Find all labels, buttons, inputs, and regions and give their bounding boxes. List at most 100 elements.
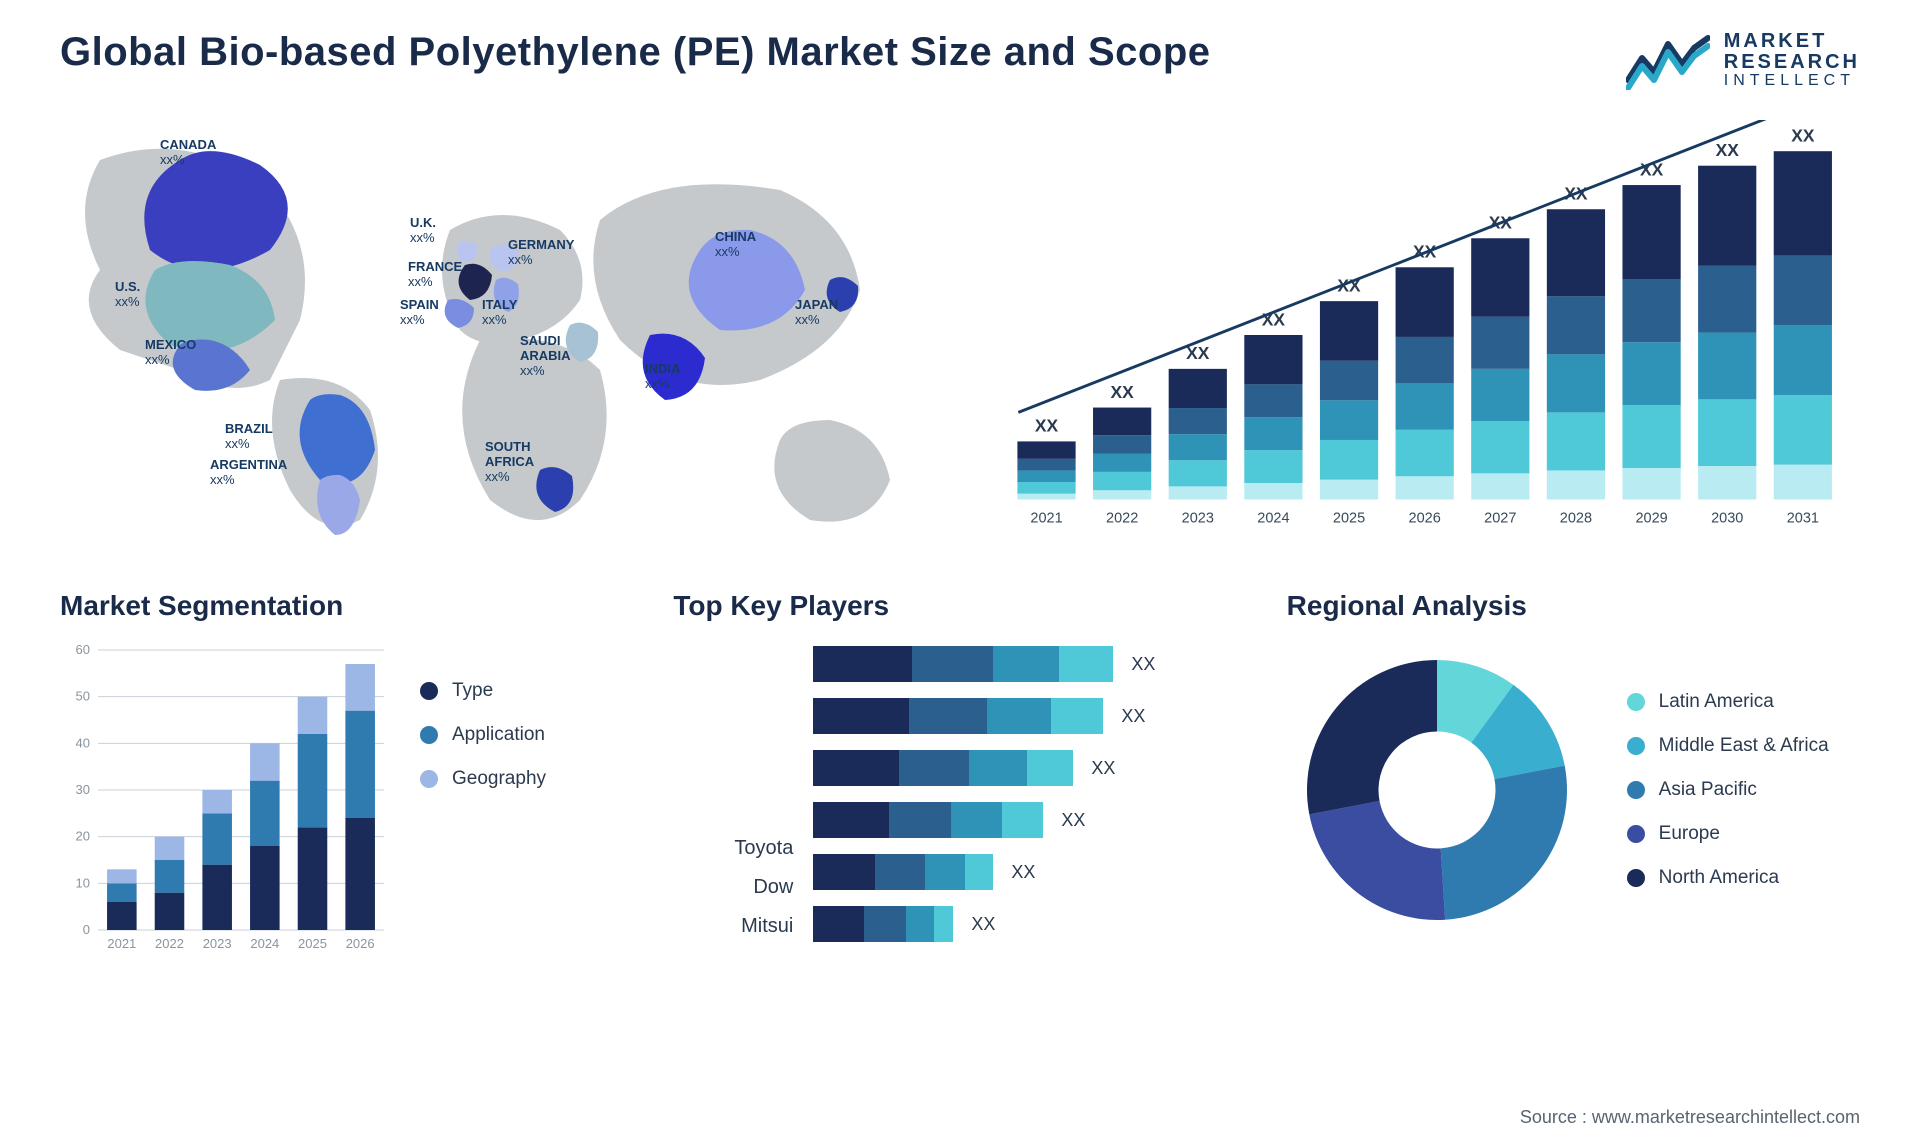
logo-text-3: INTELLECT bbox=[1724, 73, 1860, 90]
svg-text:2026: 2026 bbox=[1409, 511, 1441, 527]
legend-swatch-icon bbox=[1627, 869, 1645, 887]
map-label: JAPANxx% bbox=[795, 298, 838, 328]
map-label: ARGENTINAxx% bbox=[210, 458, 287, 488]
svg-text:40: 40 bbox=[76, 735, 90, 750]
svg-text:20: 20 bbox=[76, 829, 90, 844]
segmentation-legend: Type Application Geography bbox=[420, 640, 546, 790]
player-bar bbox=[813, 906, 953, 942]
svg-text:50: 50 bbox=[76, 689, 90, 704]
svg-text:30: 30 bbox=[76, 782, 90, 797]
legend-swatch-icon bbox=[1627, 781, 1645, 799]
map-label: FRANCExx% bbox=[408, 260, 462, 290]
player-bar-row: XX bbox=[813, 906, 1246, 942]
regional-legend: Latin America Middle East & Africa Asia Pa… bbox=[1627, 691, 1829, 889]
map-label: GERMANYxx% bbox=[508, 238, 574, 268]
legend-label: North America bbox=[1659, 867, 1779, 889]
svg-text:2027: 2027 bbox=[1484, 511, 1516, 527]
player-name: Dow bbox=[673, 876, 793, 899]
map-label: SPAINxx% bbox=[400, 298, 439, 328]
market-growth-chart: XX2021XX2022XX2023XX2024XX2025XX2026XX20… bbox=[970, 120, 1860, 550]
map-label: CHINAxx% bbox=[715, 230, 756, 260]
world-map: CANADAxx% U.S.xx% MEXICOxx% BRAZILxx% ARGENT… bbox=[60, 120, 930, 550]
svg-text:10: 10 bbox=[76, 875, 90, 890]
player-bar-value: XX bbox=[971, 914, 995, 935]
svg-text:2030: 2030 bbox=[1711, 511, 1743, 527]
legend-swatch-icon bbox=[1627, 825, 1645, 843]
map-label: CANADAxx% bbox=[160, 138, 216, 168]
svg-text:XX: XX bbox=[1791, 126, 1815, 146]
legend-item: North America bbox=[1627, 867, 1829, 889]
legend-item: Europe bbox=[1627, 823, 1829, 845]
brand-logo: MARKET RESEARCH INTELLECT bbox=[1626, 30, 1860, 90]
svg-text:2028: 2028 bbox=[1560, 511, 1592, 527]
legend-swatch-icon bbox=[1627, 737, 1645, 755]
svg-text:2029: 2029 bbox=[1635, 511, 1667, 527]
players-name-list: Toyota Dow Mitsui bbox=[673, 640, 793, 942]
svg-text:2025: 2025 bbox=[1333, 511, 1365, 527]
top-key-players-panel: Top Key Players ToyotaDowMitsui XXXXXXXX… bbox=[673, 590, 1246, 960]
svg-text:2023: 2023 bbox=[1182, 511, 1214, 527]
player-name: Mitsui bbox=[673, 915, 793, 938]
svg-text:XX: XX bbox=[1035, 416, 1059, 436]
segmentation-title: Market Segmentation bbox=[60, 590, 633, 622]
player-bar bbox=[813, 802, 1043, 838]
legend-swatch-icon bbox=[420, 726, 438, 744]
legend-item: Middle East & Africa bbox=[1627, 735, 1829, 757]
map-label: U.S.xx% bbox=[115, 280, 140, 310]
legend-label: Middle East & Africa bbox=[1659, 735, 1829, 757]
source-attribution: Source : www.marketresearchintellect.com bbox=[1520, 1107, 1860, 1128]
svg-text:2021: 2021 bbox=[107, 936, 136, 951]
legend-item: Geography bbox=[420, 768, 546, 790]
map-label: SAUDIARABIAxx% bbox=[520, 334, 571, 379]
legend-swatch-icon bbox=[1627, 693, 1645, 711]
player-bar-value: XX bbox=[1061, 810, 1085, 831]
legend-label: Asia Pacific bbox=[1659, 779, 1757, 801]
svg-text:2024: 2024 bbox=[1257, 511, 1289, 527]
legend-swatch-icon bbox=[420, 770, 438, 788]
regional-donut-chart bbox=[1287, 640, 1587, 940]
legend-label: Geography bbox=[452, 768, 546, 790]
svg-text:2022: 2022 bbox=[155, 936, 184, 951]
map-label: MEXICOxx% bbox=[145, 338, 196, 368]
players-bars: XX XX XX XX XX XX bbox=[813, 640, 1246, 942]
player-bar bbox=[813, 854, 993, 890]
map-label: U.K.xx% bbox=[410, 216, 436, 246]
player-bar-row: XX bbox=[813, 802, 1246, 838]
player-name: Toyota bbox=[673, 837, 793, 860]
map-label: ITALYxx% bbox=[482, 298, 517, 328]
logo-text-1: MARKET bbox=[1724, 31, 1860, 52]
map-label: SOUTHAFRICAxx% bbox=[485, 440, 534, 485]
market-segmentation-panel: Market Segmentation 01020304050602021202… bbox=[60, 590, 633, 960]
svg-text:XX: XX bbox=[1111, 382, 1135, 402]
page-title: Global Bio-based Polyethylene (PE) Marke… bbox=[60, 30, 1211, 75]
svg-text:2031: 2031 bbox=[1787, 511, 1819, 527]
legend-label: Europe bbox=[1659, 823, 1720, 845]
player-bar-value: XX bbox=[1011, 862, 1035, 883]
regional-analysis-panel: Regional Analysis Latin America Middle Ea… bbox=[1287, 590, 1860, 960]
player-bar-row: XX bbox=[813, 698, 1246, 734]
map-label: BRAZILxx% bbox=[225, 422, 273, 452]
player-bar-value: XX bbox=[1091, 758, 1115, 779]
player-bar-row: XX bbox=[813, 646, 1246, 682]
map-label: INDIAxx% bbox=[645, 362, 680, 392]
svg-text:XX: XX bbox=[1716, 140, 1740, 160]
svg-text:60: 60 bbox=[76, 642, 90, 657]
svg-text:2025: 2025 bbox=[298, 936, 327, 951]
svg-text:2026: 2026 bbox=[346, 936, 375, 951]
legend-item: Type bbox=[420, 680, 546, 702]
player-bar bbox=[813, 698, 1103, 734]
player-bar bbox=[813, 646, 1113, 682]
legend-label: Type bbox=[452, 680, 493, 702]
player-bar-value: XX bbox=[1121, 706, 1145, 727]
regional-title: Regional Analysis bbox=[1287, 590, 1860, 622]
player-bar bbox=[813, 750, 1073, 786]
legend-label: Latin America bbox=[1659, 691, 1774, 713]
svg-text:2021: 2021 bbox=[1030, 511, 1062, 527]
svg-text:2023: 2023 bbox=[203, 936, 232, 951]
legend-item: Latin America bbox=[1627, 691, 1829, 713]
legend-item: Asia Pacific bbox=[1627, 779, 1829, 801]
svg-text:2024: 2024 bbox=[250, 936, 279, 951]
legend-swatch-icon bbox=[420, 682, 438, 700]
legend-label: Application bbox=[452, 724, 545, 746]
player-bar-value: XX bbox=[1131, 654, 1155, 675]
